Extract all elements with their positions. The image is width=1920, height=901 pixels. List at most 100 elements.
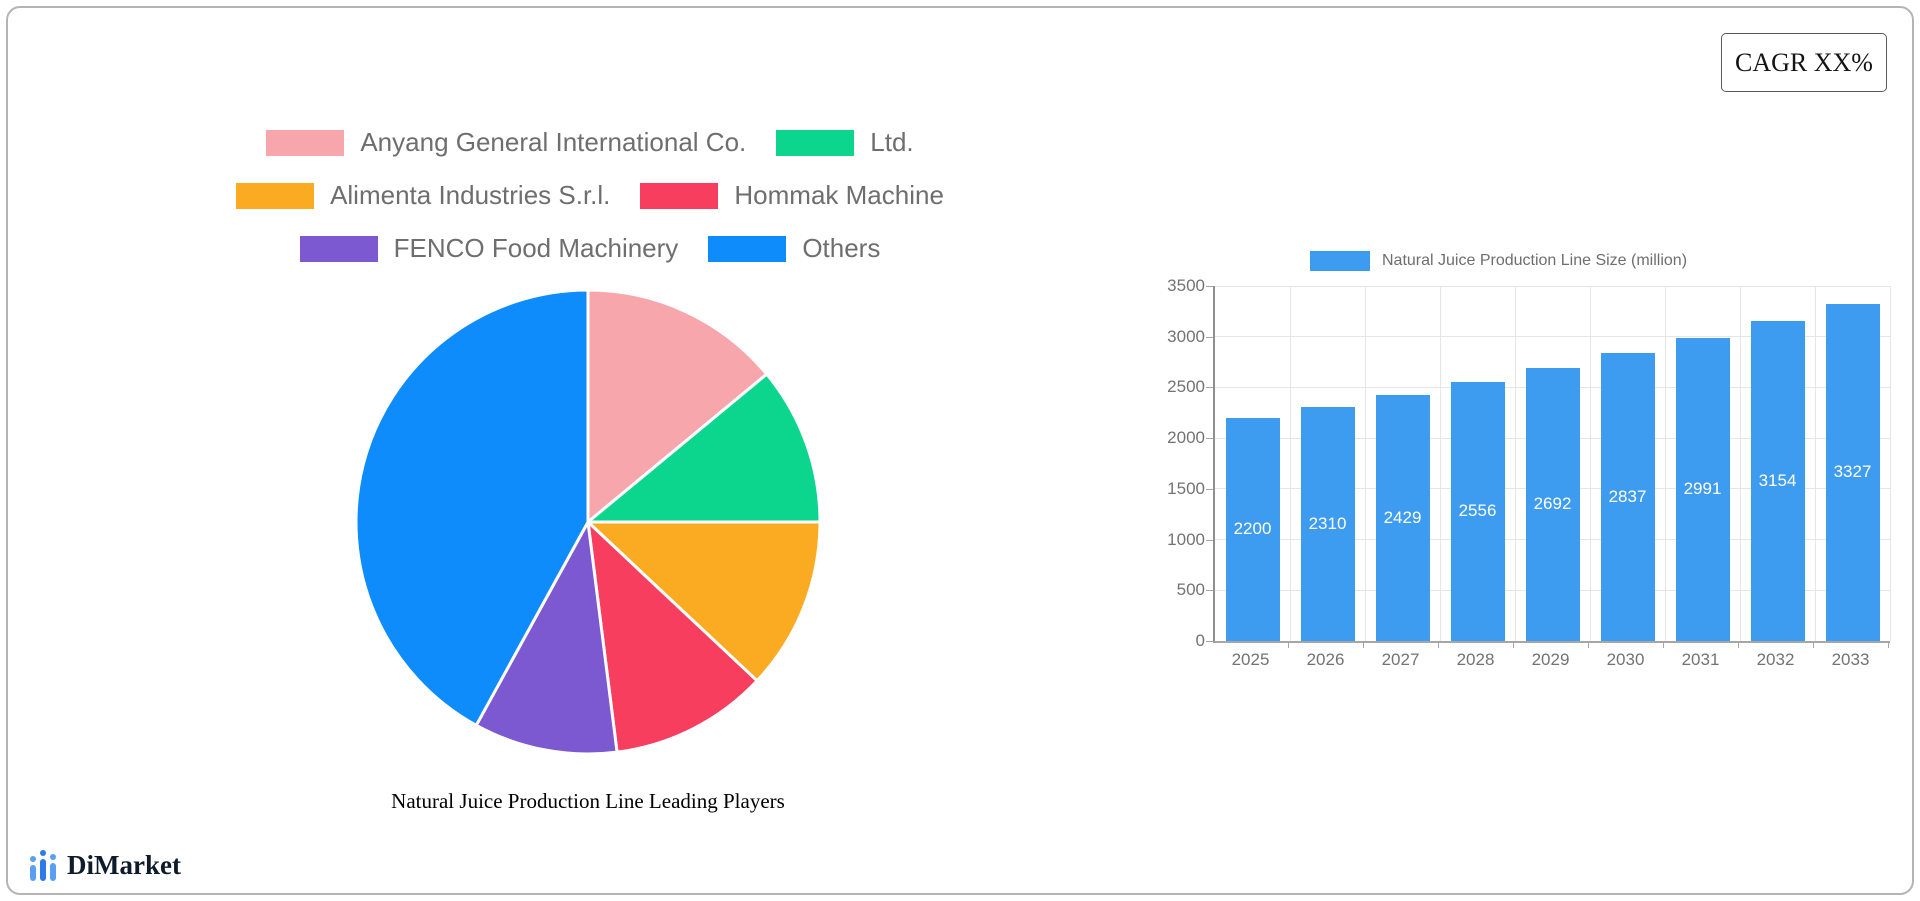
legend-label: Hommak Machine: [734, 180, 944, 210]
cagr-label: CAGR XX%: [1735, 47, 1873, 77]
x-axis-tick-mark: [1363, 642, 1364, 648]
bar-value-label: 2556: [1458, 501, 1497, 521]
dimarket-logo: DiMarket: [27, 848, 181, 882]
v-gridline: [1664, 286, 1666, 641]
x-axis-tick-mark: [1888, 642, 1889, 648]
y-axis-tick-label: 1500: [1167, 478, 1205, 498]
v-gridline: [1739, 286, 1741, 641]
bar: 2200: [1225, 417, 1280, 641]
v-gridline: [1514, 286, 1516, 641]
x-axis-tick-mark: [1813, 642, 1814, 648]
legend-swatch: [640, 182, 719, 209]
x-axis-tick-mark: [1663, 642, 1664, 648]
pie-slice: [474, 520, 619, 756]
x-axis-tick-label: 2028: [1456, 650, 1495, 669]
x-axis-tick-label: 2031: [1681, 650, 1720, 669]
bar: 2556: [1450, 381, 1505, 641]
legend-swatch: [266, 129, 345, 156]
bar-value-label: 2991: [1683, 479, 1722, 499]
y-axis-tick-label: 1000: [1167, 529, 1205, 549]
v-gridline: [1439, 286, 1441, 641]
x-axis-tick-mark: [1738, 642, 1739, 648]
y-axis-tick-label: 0: [1195, 631, 1205, 650]
x-axis-tick-label: 2033: [1831, 650, 1870, 669]
x-axis-tick-mark: [1588, 642, 1589, 648]
legend-item: Ltd.: [776, 127, 914, 158]
legend-swatch: [776, 129, 855, 156]
y-axis-tick-label: 2500: [1167, 377, 1205, 397]
x-axis-tick-mark: [1438, 642, 1439, 648]
v-gridline: [1589, 286, 1591, 641]
x-axis-tick-mark: [1288, 642, 1289, 648]
legend-row: FENCO Food Machinery Others: [150, 233, 1030, 264]
x-axis-tick-label: 2027: [1381, 650, 1420, 669]
y-axis-tick-mark: [1206, 641, 1213, 642]
x-axis-tick-label: 2032: [1756, 650, 1795, 669]
bar-value-label: 2200: [1233, 519, 1272, 539]
bar-chart-plot: 2200 2310 2429 2556 2692 2837 2991 3154 3327: [1213, 285, 1891, 643]
x-axis-tick-label: 2025: [1231, 650, 1270, 669]
cagr-badge: CAGR XX%: [1721, 33, 1887, 92]
pie-chart-title: Natural Juice Production Line Leading Pl…: [391, 789, 785, 813]
bar: 3327: [1825, 303, 1880, 641]
legend-item: Alimenta Industries S.r.l.: [236, 180, 610, 211]
bar-value-label: 3327: [1833, 462, 1872, 482]
legend-item: Others: [708, 233, 880, 264]
legend-row: Alimenta Industries S.r.l. Hommak Machine: [150, 180, 1030, 211]
bar: 3154: [1750, 321, 1805, 641]
pie-slice: [586, 520, 759, 754]
legend-row: Anyang General International Co. Ltd.: [150, 127, 1030, 158]
pie-legend: Anyang General International Co. Ltd. Alim…: [150, 127, 1030, 264]
x-axis-tick-mark: [1513, 642, 1514, 648]
x-axis-tick-label: 2026: [1306, 650, 1345, 669]
y-axis-tick-mark: [1206, 286, 1213, 287]
bar-value-label: 3154: [1758, 471, 1797, 491]
bar-value-label: 2429: [1383, 507, 1422, 527]
legend-item: Anyang General International Co.: [266, 127, 746, 158]
bar-legend-swatch: [1310, 251, 1370, 271]
bar: 2310: [1300, 406, 1355, 641]
pie-chart: [354, 288, 822, 756]
bar-chart: Natural Juice Production Line Size (mill…: [1149, 246, 1920, 696]
y-axis-tick-mark: [1206, 590, 1213, 592]
x-axis-tick-label: 2030: [1606, 650, 1645, 669]
y-axis-tick-mark: [1206, 387, 1213, 389]
pie-slice: [354, 288, 590, 727]
y-axis-tick-label: 3500: [1167, 276, 1205, 295]
bar: 2991: [1675, 337, 1730, 641]
pie-slice: [586, 288, 769, 524]
y-axis-tick-mark: [1206, 539, 1213, 541]
bar-value-label: 2692: [1533, 494, 1572, 514]
v-gridline: [1364, 286, 1366, 641]
legend-swatch: [236, 182, 315, 209]
bar-value-label: 2310: [1308, 513, 1347, 533]
legend-label: Ltd.: [870, 127, 914, 157]
dimarket-logo-icon: [30, 850, 56, 881]
legend-label: Alimenta Industries S.r.l.: [330, 180, 611, 210]
v-gridline: [1814, 286, 1816, 641]
y-axis-tick-mark: [1206, 488, 1213, 490]
h-gridline: [1215, 336, 1890, 338]
y-axis-tick-label: 500: [1176, 580, 1205, 600]
bar-value-label: 2837: [1608, 487, 1647, 507]
legend-label: FENCO Food Machinery: [393, 233, 679, 263]
bar: 2837: [1600, 353, 1655, 641]
legend-item: Hommak Machine: [640, 180, 944, 211]
bar-chart-legend: Natural Juice Production Line Size (mill…: [1310, 251, 1687, 271]
legend-item: FENCO Food Machinery: [299, 233, 679, 264]
y-axis-tick-mark: [1206, 438, 1213, 440]
y-axis-tick-label: 2000: [1167, 428, 1205, 448]
bar: 2429: [1375, 394, 1430, 641]
pie-slice: [586, 520, 822, 683]
dimarket-logo-text: DiMarket: [67, 849, 181, 880]
legend-swatch: [299, 235, 378, 262]
h-gridline: [1215, 285, 1890, 287]
x-axis-tick-label: 2029: [1531, 650, 1570, 669]
v-gridline: [1289, 286, 1291, 641]
v-gridline: [1889, 286, 1891, 641]
bar-legend-label: Natural Juice Production Line Size (mill…: [1382, 252, 1688, 269]
y-axis-tick-label: 3000: [1167, 326, 1205, 346]
bar: 2692: [1525, 367, 1580, 641]
pie-slice: [586, 372, 822, 524]
legend-label: Others: [802, 233, 881, 263]
